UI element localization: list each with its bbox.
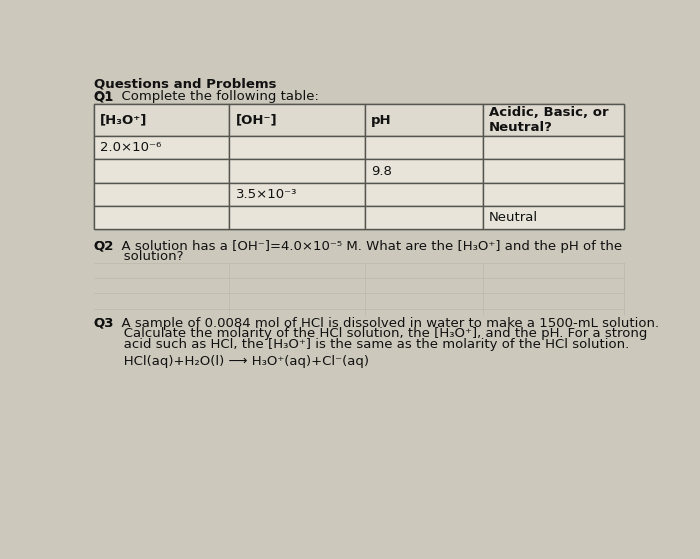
Text: Questions and Problems: Questions and Problems — [94, 78, 276, 91]
Bar — [230, 159, 365, 183]
Bar — [483, 104, 624, 136]
Bar — [230, 136, 365, 159]
Bar — [365, 206, 483, 229]
Text: Q3: Q3 — [94, 316, 114, 330]
Text: 3.5×10⁻³: 3.5×10⁻³ — [235, 188, 297, 201]
Bar — [483, 206, 624, 229]
Text: acid such as HCl, the [H₃O⁺] is the same as the molarity of the HCl solution.: acid such as HCl, the [H₃O⁺] is the same… — [94, 338, 629, 351]
Text: Q3  A sample of 0.0084 mol of HCl is dissolved in water to make a 1500-mL soluti: Q3 A sample of 0.0084 mol of HCl is diss… — [94, 316, 659, 330]
Bar — [365, 104, 483, 136]
Bar — [94, 206, 230, 229]
Text: Calculate the molarity of the HCl solution, the [H₃O⁺], and the pH. For a strong: Calculate the molarity of the HCl soluti… — [94, 328, 647, 340]
Text: solution?: solution? — [94, 250, 183, 263]
Bar — [365, 159, 483, 183]
Bar — [483, 183, 624, 206]
Bar — [483, 159, 624, 183]
Text: Q2: Q2 — [94, 240, 114, 253]
Bar — [94, 104, 230, 136]
Text: 9.8: 9.8 — [371, 164, 392, 178]
Bar — [230, 183, 365, 206]
Text: [H₃O⁺]: [H₃O⁺] — [100, 113, 147, 127]
Bar — [230, 104, 365, 136]
Text: Neutral: Neutral — [489, 211, 538, 224]
Bar — [94, 183, 230, 206]
Text: Q1: Q1 — [94, 90, 114, 103]
Bar — [94, 136, 230, 159]
Text: HCl(aq)+H₂O(l) ⟶ H₃O⁺(aq)+Cl⁻(aq): HCl(aq)+H₂O(l) ⟶ H₃O⁺(aq)+Cl⁻(aq) — [94, 355, 369, 368]
Bar — [365, 136, 483, 159]
Text: 2.0×10⁻⁶: 2.0×10⁻⁶ — [100, 141, 161, 154]
Text: Acidic, Basic, or
Neutral?: Acidic, Basic, or Neutral? — [489, 106, 608, 134]
Text: Q1  Complete the following table:: Q1 Complete the following table: — [94, 90, 318, 103]
Text: pH: pH — [371, 113, 392, 127]
Text: [OH⁻]: [OH⁻] — [235, 113, 277, 127]
Bar — [365, 183, 483, 206]
Bar — [94, 104, 624, 229]
Text: Q2  A solution has a [OH⁻]=4.0×10⁻⁵ M. What are the [H₃O⁺] and the pH of the: Q2 A solution has a [OH⁻]=4.0×10⁻⁵ M. Wh… — [94, 240, 622, 253]
Bar — [230, 206, 365, 229]
Bar — [483, 136, 624, 159]
Bar — [94, 159, 230, 183]
